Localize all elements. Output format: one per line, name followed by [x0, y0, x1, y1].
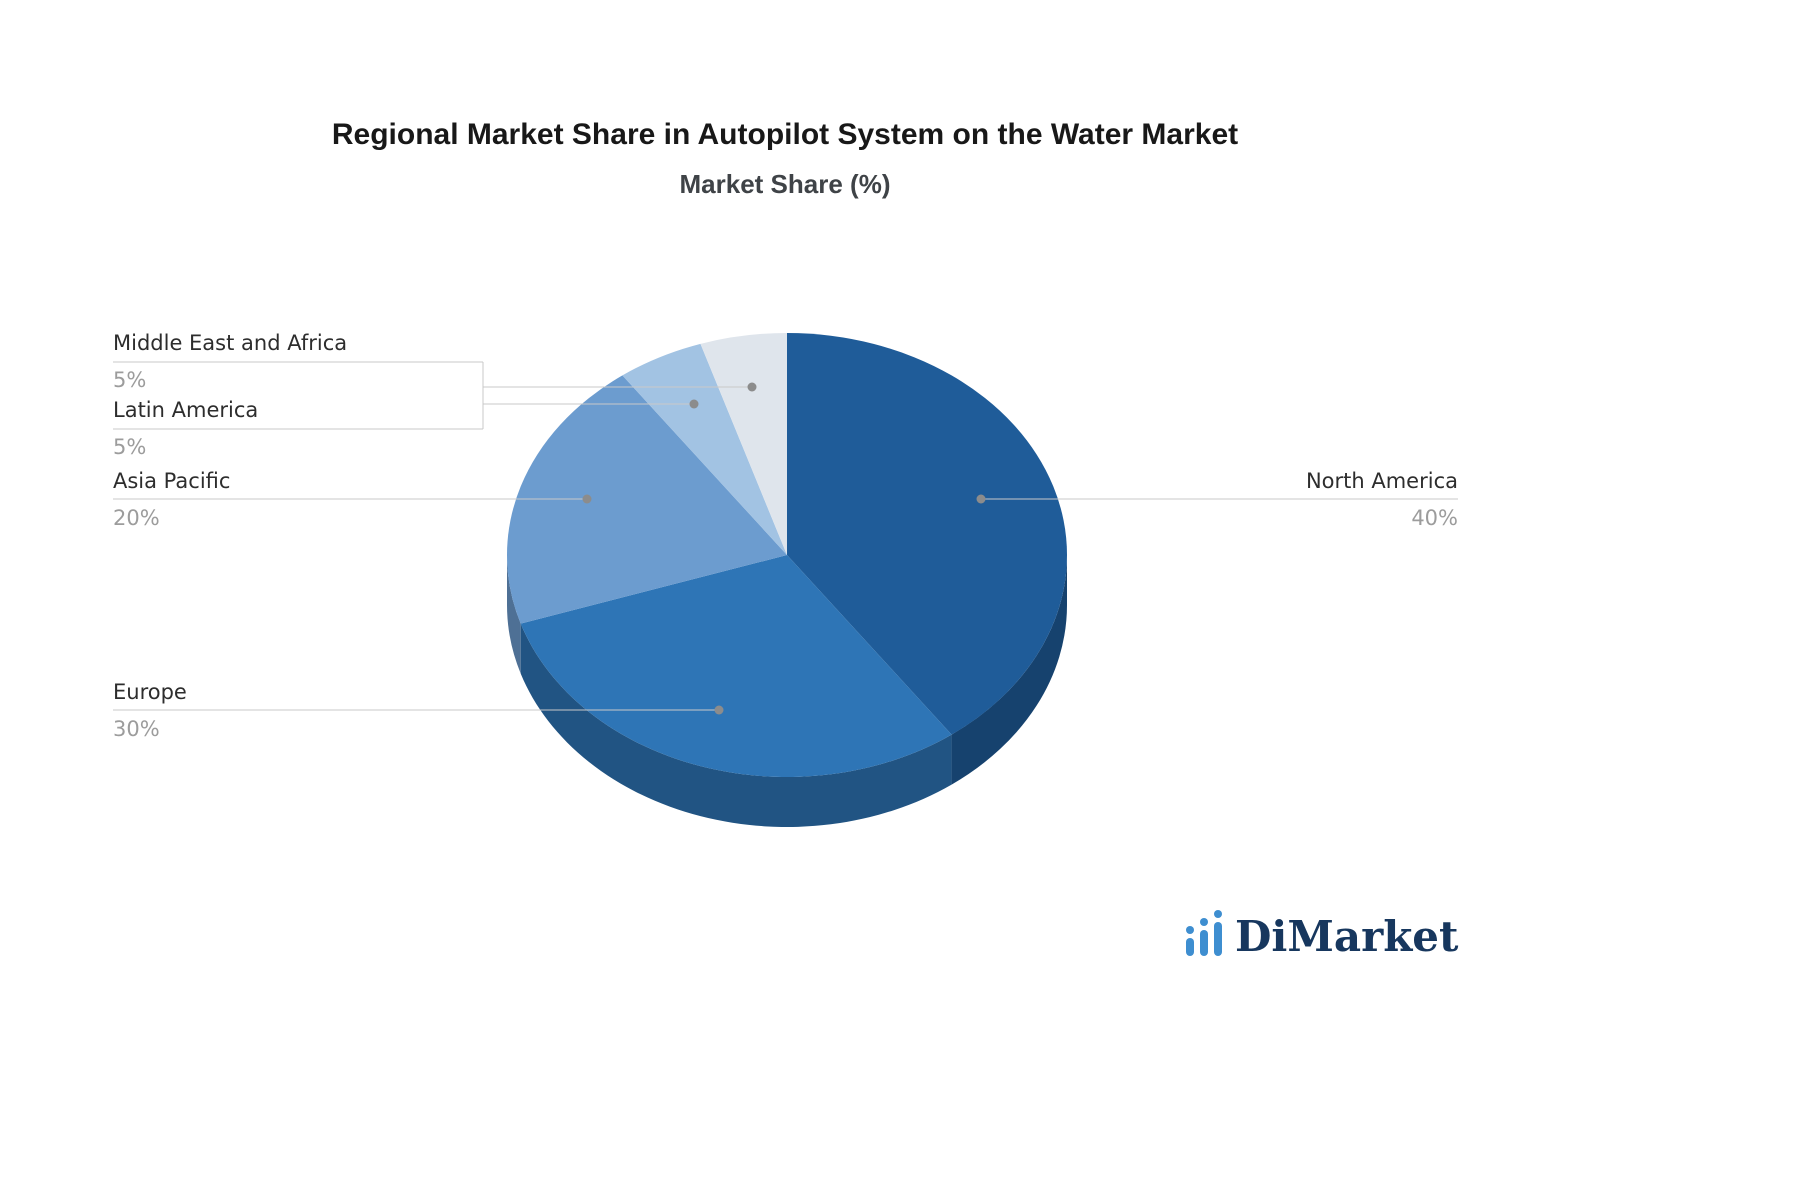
- slice-value-asia-pacific: 20%: [113, 506, 160, 530]
- slice-value-latin-america: 5%: [113, 435, 147, 459]
- leader-dot: [976, 494, 986, 504]
- leader-dot: [582, 494, 592, 504]
- leader-dot: [689, 399, 699, 409]
- slice-value-europe: 30%: [113, 717, 160, 741]
- chart-title: Regional Market Share in Autopilot Syste…: [331, 118, 1239, 151]
- slice-value-middle-east-and-africa: 5%: [113, 368, 147, 392]
- pie-slice-north-america: [787, 333, 1067, 735]
- dimarket-logo: DiMarket: [1185, 908, 1458, 958]
- slice-label-middle-east-and-africa: Middle East and Africa: [113, 331, 348, 355]
- pie-slice-latin-america: [622, 343, 787, 555]
- callout-latin-america: Latin America 5%: [113, 397, 258, 460]
- slice-label-europe: Europe: [113, 680, 187, 704]
- bar-chart-logo-icon: [1186, 910, 1222, 956]
- leader-dot: [714, 705, 724, 715]
- dimarket-logo-text: DiMarket: [1235, 912, 1459, 961]
- callout-europe: Europe 30%: [113, 679, 187, 742]
- pie-slice-europe: [520, 555, 952, 777]
- pie-slice-side-europe: [520, 623, 952, 827]
- slice-label-north-america: North America: [1305, 469, 1458, 493]
- slice-label-latin-america: Latin America: [113, 398, 259, 422]
- pie-slice-side-asia-pacific: [507, 555, 521, 674]
- slice-label-asia-pacific: Asia Pacific: [113, 469, 231, 493]
- slice-value-north-america: 40%: [1411, 506, 1458, 530]
- leader-dot: [747, 382, 757, 392]
- chart-subtitle: Market Share (%): [679, 169, 891, 199]
- pie-slice-middle-east-and-africa: [700, 333, 787, 555]
- callout-north-america: North America 40%: [1306, 468, 1458, 531]
- pie-slice-side-north-america: [951, 555, 1067, 785]
- callout-asia-pacific: Asia Pacific 20%: [113, 468, 230, 531]
- pie-slice-asia-pacific: [506, 375, 787, 624]
- callout-middle-east-and-africa: Middle East and Africa 5%: [113, 330, 347, 393]
